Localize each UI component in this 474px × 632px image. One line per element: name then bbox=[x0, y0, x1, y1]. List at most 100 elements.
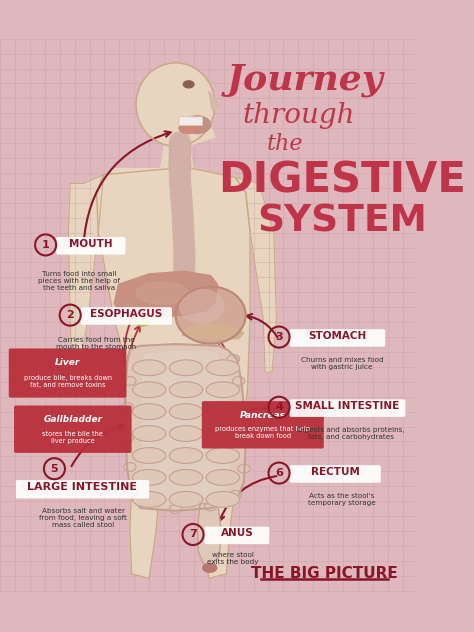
Polygon shape bbox=[97, 169, 250, 578]
Text: STOMACH: STOMACH bbox=[308, 331, 366, 341]
Ellipse shape bbox=[206, 360, 239, 375]
Text: 1: 1 bbox=[42, 240, 49, 250]
Ellipse shape bbox=[133, 492, 166, 507]
Text: ANUS: ANUS bbox=[220, 528, 253, 538]
Polygon shape bbox=[142, 351, 231, 499]
Ellipse shape bbox=[138, 497, 151, 506]
Text: 2: 2 bbox=[66, 310, 74, 320]
Text: Journey: Journey bbox=[227, 63, 384, 97]
Ellipse shape bbox=[203, 564, 217, 572]
Ellipse shape bbox=[136, 63, 215, 146]
Ellipse shape bbox=[136, 283, 189, 304]
Text: produce bile, breaks down
fat, and remove toxins: produce bile, breaks down fat, and remov… bbox=[24, 375, 112, 388]
Text: Digests and absorbs proteins,
fats, and carbohydrates: Digests and absorbs proteins, fats, and … bbox=[297, 427, 405, 441]
Ellipse shape bbox=[180, 289, 224, 323]
Ellipse shape bbox=[124, 463, 136, 471]
Ellipse shape bbox=[133, 404, 166, 420]
Text: Liver: Liver bbox=[55, 358, 80, 367]
Ellipse shape bbox=[227, 355, 239, 363]
Text: LARGE INTESTINE: LARGE INTESTINE bbox=[27, 482, 137, 492]
Text: Pancreas: Pancreas bbox=[240, 411, 286, 420]
Text: ESOPHAGUS: ESOPHAGUS bbox=[90, 309, 163, 319]
Ellipse shape bbox=[133, 382, 166, 398]
FancyBboxPatch shape bbox=[204, 526, 269, 544]
Text: 7: 7 bbox=[189, 530, 197, 540]
FancyBboxPatch shape bbox=[202, 401, 324, 449]
Text: DIGESTIVE: DIGESTIVE bbox=[219, 160, 466, 202]
FancyBboxPatch shape bbox=[81, 307, 172, 325]
Ellipse shape bbox=[238, 434, 250, 442]
Text: Churns and mixes food
with gastric juice: Churns and mixes food with gastric juice bbox=[301, 357, 383, 370]
Text: produces enzymes that help
break down food: produces enzymes that help break down fo… bbox=[215, 426, 310, 439]
Ellipse shape bbox=[121, 403, 133, 411]
Text: through: through bbox=[242, 102, 355, 129]
Ellipse shape bbox=[184, 116, 210, 133]
FancyBboxPatch shape bbox=[16, 480, 149, 499]
Ellipse shape bbox=[206, 447, 239, 463]
Ellipse shape bbox=[133, 426, 166, 442]
Ellipse shape bbox=[206, 492, 239, 507]
Ellipse shape bbox=[238, 465, 250, 473]
Ellipse shape bbox=[121, 434, 133, 442]
Ellipse shape bbox=[206, 404, 239, 420]
Text: where stool
exits the body: where stool exits the body bbox=[207, 552, 258, 565]
FancyBboxPatch shape bbox=[290, 399, 405, 417]
Text: MOUTH: MOUTH bbox=[69, 239, 113, 249]
FancyBboxPatch shape bbox=[290, 329, 385, 347]
Ellipse shape bbox=[169, 426, 203, 442]
Text: 3: 3 bbox=[275, 332, 283, 342]
Text: 4: 4 bbox=[275, 402, 283, 412]
Polygon shape bbox=[142, 351, 231, 499]
Ellipse shape bbox=[179, 123, 198, 133]
Polygon shape bbox=[168, 142, 191, 169]
FancyBboxPatch shape bbox=[56, 237, 126, 255]
Polygon shape bbox=[200, 96, 218, 118]
Polygon shape bbox=[235, 178, 276, 372]
Text: the: the bbox=[267, 133, 303, 155]
Polygon shape bbox=[92, 169, 246, 249]
Polygon shape bbox=[182, 324, 244, 339]
Text: 6: 6 bbox=[275, 468, 283, 478]
Ellipse shape bbox=[169, 360, 203, 375]
Ellipse shape bbox=[169, 404, 203, 420]
Ellipse shape bbox=[236, 403, 248, 411]
Text: stores the bile the
liver produce: stores the bile the liver produce bbox=[42, 430, 103, 444]
Ellipse shape bbox=[183, 81, 194, 88]
Text: THE BIG PICTURE: THE BIG PICTURE bbox=[251, 566, 398, 581]
Ellipse shape bbox=[229, 490, 241, 499]
Polygon shape bbox=[154, 126, 215, 144]
Ellipse shape bbox=[169, 447, 203, 463]
Ellipse shape bbox=[124, 377, 136, 386]
Ellipse shape bbox=[130, 486, 142, 495]
Ellipse shape bbox=[133, 360, 166, 375]
Ellipse shape bbox=[206, 382, 239, 398]
Ellipse shape bbox=[169, 470, 203, 485]
Polygon shape bbox=[209, 92, 221, 111]
Polygon shape bbox=[161, 142, 193, 169]
Ellipse shape bbox=[169, 492, 203, 507]
FancyBboxPatch shape bbox=[179, 117, 203, 126]
Text: Turns food into small
pieces with the help of
the teeth and saliva: Turns food into small pieces with the he… bbox=[38, 271, 120, 291]
Ellipse shape bbox=[175, 286, 246, 344]
Ellipse shape bbox=[204, 502, 217, 511]
Ellipse shape bbox=[169, 505, 182, 513]
Text: Gallbladder: Gallbladder bbox=[43, 415, 102, 424]
FancyBboxPatch shape bbox=[290, 465, 381, 483]
Polygon shape bbox=[114, 271, 218, 318]
Text: RECTUM: RECTUM bbox=[311, 467, 360, 477]
Ellipse shape bbox=[206, 470, 239, 485]
FancyBboxPatch shape bbox=[14, 406, 132, 453]
FancyBboxPatch shape bbox=[9, 348, 127, 398]
Ellipse shape bbox=[169, 382, 203, 398]
Ellipse shape bbox=[206, 426, 239, 442]
Ellipse shape bbox=[133, 313, 151, 326]
Text: 5: 5 bbox=[51, 464, 58, 473]
Text: Absorbs salt and water
from food, leaving a soft
mass called stool: Absorbs salt and water from food, leavin… bbox=[39, 508, 128, 528]
Ellipse shape bbox=[133, 470, 166, 485]
Polygon shape bbox=[126, 344, 246, 511]
Ellipse shape bbox=[133, 447, 166, 463]
Text: Acts as the stool's
temporary storage: Acts as the stool's temporary storage bbox=[309, 493, 376, 506]
Text: SMALL INTESTINE: SMALL INTESTINE bbox=[295, 401, 400, 411]
Ellipse shape bbox=[233, 377, 245, 386]
Polygon shape bbox=[68, 174, 103, 372]
